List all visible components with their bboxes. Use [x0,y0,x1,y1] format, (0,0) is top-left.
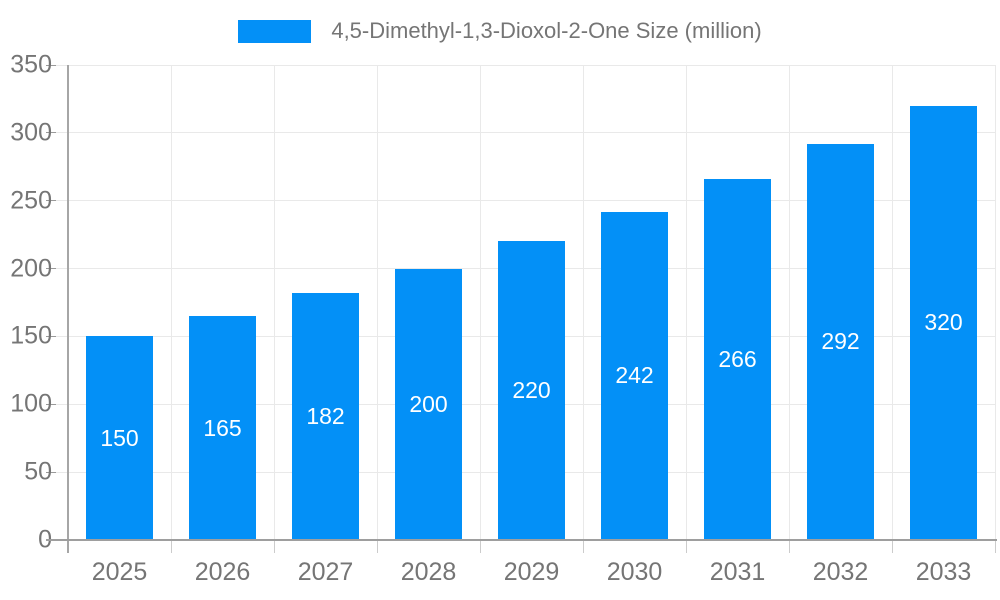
v-gridline [273,65,275,540]
y-axis-label: 0 [38,525,52,554]
bar-value-label: 200 [409,390,448,417]
h-gridline [56,64,995,66]
y-axis-label: 350 [10,50,52,79]
y-axis-line [67,65,69,553]
bar-value-label: 182 [306,403,345,429]
x-axis-tick [273,540,275,553]
bar-2029[interactable]: 220 [498,241,565,540]
y-axis-tick [46,268,56,270]
v-gridline [994,65,996,540]
y-axis-tick [46,403,56,405]
x-axis-tick [582,540,584,553]
v-gridline [376,65,378,540]
bar-value-label: 292 [821,328,860,355]
x-axis-label: 2031 [709,558,766,586]
y-axis-tick [46,471,56,473]
v-gridline [788,65,790,540]
h-gridline [56,200,995,202]
y-axis-tick [46,335,56,337]
x-axis-label: 2027 [297,558,354,586]
y-axis-label: 250 [10,186,52,215]
x-axis-tick [479,540,481,553]
x-axis-tick [788,540,790,553]
v-gridline [685,65,687,540]
y-axis-tick [46,64,56,66]
bar-value-label: 320 [924,309,963,336]
v-gridline [479,65,481,540]
x-axis-tick [170,540,172,553]
y-axis-tick [46,200,56,202]
x-axis-label: 2029 [503,558,560,586]
x-axis-tick [994,540,996,553]
x-axis-tick [376,540,378,553]
legend-swatch [238,19,312,43]
bar-2032[interactable]: 292 [807,143,874,540]
bar-2025[interactable]: 150 [86,336,153,540]
bar-2028[interactable]: 200 [395,268,462,540]
bar-value-label: 266 [718,346,757,372]
bar-value-label: 150 [100,424,139,451]
bar-2027[interactable]: 182 [292,293,359,540]
y-axis-label: 50 [24,457,52,486]
legend-label: 4,5-Dimethyl-1,3-Dioxol-2-One Size (mill… [331,18,762,43]
v-gridline [891,65,893,540]
bar-2031[interactable]: 266 [704,179,771,540]
x-axis-label: 2025 [91,558,148,586]
y-axis-tick [46,132,56,134]
bar-value-label: 242 [615,362,654,389]
x-axis-label: 2033 [915,558,972,586]
bar-2030[interactable]: 242 [601,211,668,540]
x-axis-baseline [46,539,997,541]
h-gridline [56,132,995,134]
bar-value-label: 220 [512,377,551,404]
x-axis-label: 2032 [812,558,869,586]
x-axis-tick [685,540,687,553]
bar-2033[interactable]: 320 [910,105,977,540]
y-axis-label: 100 [10,389,52,418]
y-axis-label: 200 [10,254,52,283]
x-axis-label: 2028 [400,558,457,586]
y-axis-label: 150 [10,321,52,350]
bar-value-label: 165 [203,414,242,441]
x-axis-label: 2026 [194,558,251,586]
y-axis-label: 300 [10,118,52,147]
legend[interactable]: 4,5-Dimethyl-1,3-Dioxol-2-One Size (mill… [0,18,1000,44]
v-gridline [582,65,584,540]
x-axis-label: 2030 [606,558,663,586]
x-axis-tick [891,540,893,553]
bar-2026[interactable]: 165 [189,316,256,540]
v-gridline [170,65,172,540]
